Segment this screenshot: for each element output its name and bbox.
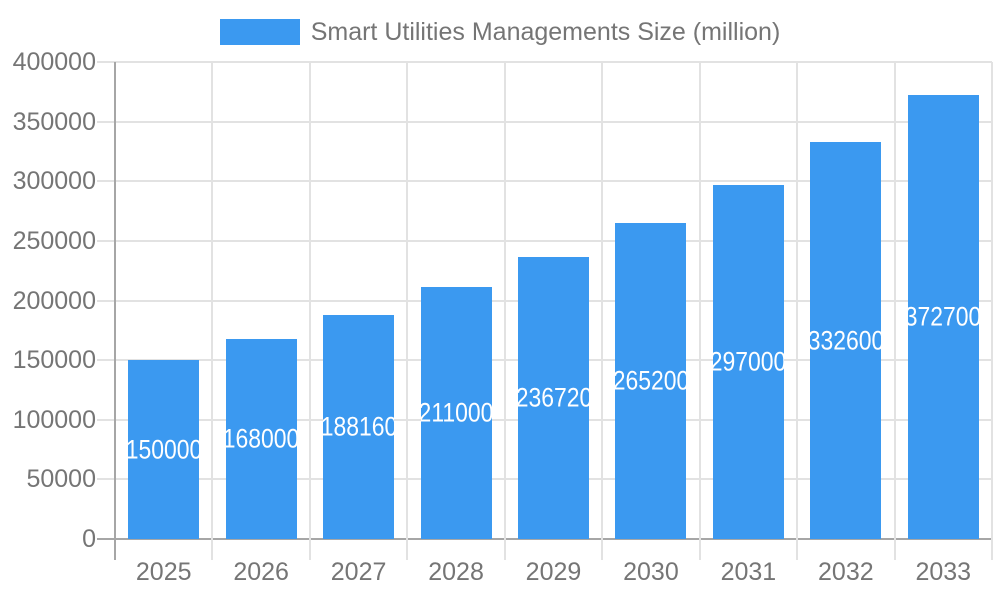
y-tick-label: 0 bbox=[82, 525, 96, 553]
bar-value-label: 188160 bbox=[323, 411, 395, 442]
y-axis-labels: 0 50000 100000 150000 200000 250000 300000 3500… bbox=[0, 48, 96, 553]
bar-value-label: 236720 bbox=[518, 382, 589, 413]
bar-value-label: 150000 bbox=[128, 434, 200, 465]
bar-2032[interactable]: 332600 bbox=[810, 142, 882, 539]
bar-value-label: 265200 bbox=[615, 365, 687, 396]
y-grid-line bbox=[97, 180, 992, 183]
x-axis-labels: 2025 2026 2027 2028 2029 2030 2031 2032 2033 bbox=[115, 557, 992, 589]
y-tick-label: 350000 bbox=[12, 107, 96, 136]
y-grid-line bbox=[97, 239, 992, 242]
x-tick-label: 2028 bbox=[428, 558, 484, 586]
bar-2025[interactable]: 150000 bbox=[128, 360, 200, 539]
y-grid-line bbox=[97, 61, 992, 63]
bar-2030[interactable]: 265200 bbox=[615, 222, 687, 539]
bar-value-label: 372700 bbox=[907, 301, 979, 332]
y-tick-label: 150000 bbox=[12, 346, 96, 375]
v-grid-line bbox=[503, 62, 506, 560]
x-tick-label: 2025 bbox=[135, 558, 192, 586]
legend-label: Smart Utilities Managements Size (millio… bbox=[310, 18, 781, 46]
y-tick-label: 250000 bbox=[12, 226, 96, 255]
bar-2033[interactable]: 372700 bbox=[907, 94, 979, 539]
plot-area: 150000 168000 188160 211000 236720 265200 2970… bbox=[97, 61, 993, 560]
v-grid-line bbox=[406, 62, 409, 560]
x-tick-label: 2026 bbox=[233, 558, 289, 586]
y-tick-label: 100000 bbox=[12, 405, 96, 434]
v-grid-line bbox=[991, 62, 993, 560]
y-grid-line bbox=[97, 120, 992, 123]
bar-2031[interactable]: 297000 bbox=[712, 184, 784, 539]
legend: Smart Utilities Managements Size (millio… bbox=[0, 19, 1000, 45]
y-tick-label: 300000 bbox=[12, 167, 96, 196]
y-axis-line bbox=[114, 62, 116, 560]
x-tick-label: 2029 bbox=[525, 558, 582, 586]
bar-2026[interactable]: 168000 bbox=[225, 338, 297, 539]
legend-swatch bbox=[219, 19, 300, 45]
v-grid-line bbox=[796, 62, 799, 560]
y-tick-label: 400000 bbox=[12, 48, 96, 76]
x-tick-label: 2031 bbox=[720, 558, 777, 586]
x-tick-label: 2033 bbox=[915, 558, 972, 586]
v-grid-line bbox=[601, 62, 604, 560]
v-grid-line bbox=[211, 62, 214, 560]
x-tick-label: 2032 bbox=[818, 558, 874, 586]
bar-value-label: 168000 bbox=[225, 423, 297, 454]
x-tick-label: 2027 bbox=[330, 558, 387, 586]
x-tick-label: 2030 bbox=[623, 558, 679, 586]
bar-value-label: 211000 bbox=[420, 397, 492, 428]
v-grid-line bbox=[308, 62, 311, 560]
bar-2028[interactable]: 211000 bbox=[420, 287, 492, 539]
y-tick-label: 50000 bbox=[26, 465, 96, 494]
v-grid-line bbox=[893, 62, 896, 560]
x-axis-baseline bbox=[97, 538, 992, 540]
bar-value-label: 297000 bbox=[712, 346, 784, 377]
y-tick-label: 200000 bbox=[12, 286, 96, 315]
bar-2027[interactable]: 188160 bbox=[323, 314, 395, 539]
v-grid-line bbox=[698, 62, 701, 560]
bar-value-label: 332600 bbox=[810, 325, 882, 356]
bar-2029[interactable]: 236720 bbox=[518, 256, 589, 539]
